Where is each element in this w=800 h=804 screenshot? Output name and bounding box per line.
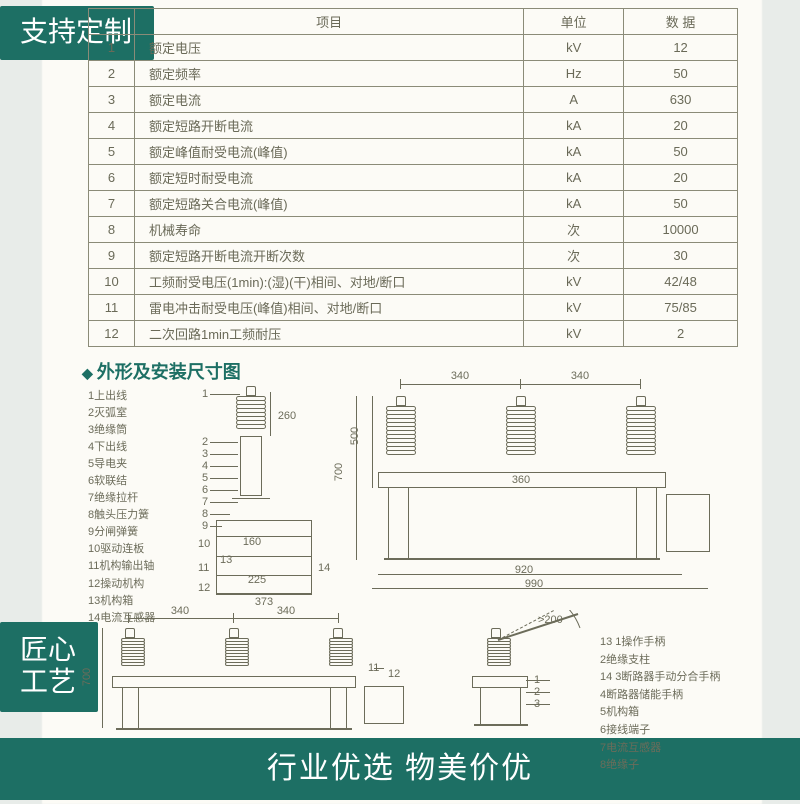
badge-craftsmanship: 匠心 工艺: [0, 622, 98, 712]
legend-item: 6软联结: [88, 473, 184, 490]
table-row: 1额定电压kV12: [89, 35, 738, 61]
legend-item: 1上出线: [88, 388, 184, 405]
col-header-number: [89, 9, 135, 35]
legend-item: 2灭弧室: [88, 405, 184, 422]
table-row: 5额定峰值耐受电流(峰值)kA50: [89, 139, 738, 165]
diagram-area: 1上出线2灭弧室3绝缘筒4下出线5导电夹6软联结7绝缘拉杆8触头压力簧9分闸弹簧…: [88, 382, 740, 746]
section-title-dimensions: 外形及安装尺寸图: [82, 358, 241, 384]
col-header-value: 数 据: [624, 9, 738, 35]
spec-table: 项目 单位 数 据 1额定电压kV122额定频率Hz503额定电流A6304额定…: [88, 8, 738, 347]
table-row: 3额定电流A630: [89, 87, 738, 113]
legend-item: 8触头压力簧: [88, 507, 184, 524]
legend-item: 2绝缘支柱: [600, 652, 740, 670]
table-row: 10工频耐受电压(1min):(湿)(干)相间、对地/断口kV42/48: [89, 269, 738, 295]
legend-item: 3绝缘筒: [88, 422, 184, 439]
legend-item: 9分闸弹簧: [88, 524, 184, 541]
col-header-item: 项目: [134, 9, 523, 35]
table-row: 6额定短时耐受电流kA20: [89, 165, 738, 191]
legend-item: 8绝缘子: [600, 757, 740, 775]
swing-arc-icon: [438, 610, 598, 740]
legend-left: 1上出线2灭弧室3绝缘筒4下出线5导电夹6软联结7绝缘拉杆8触头压力簧9分闸弹簧…: [88, 388, 184, 627]
legend-item: 4下出线: [88, 439, 184, 456]
legend-item: 10驱动连板: [88, 541, 184, 558]
legend-item: 4断路器储能手柄: [600, 687, 740, 705]
table-row: 2额定频率Hz50: [89, 61, 738, 87]
legend-item: 7电流互感器: [600, 740, 740, 758]
table-row: 4额定短路开断电流kA20: [89, 113, 738, 139]
legend-item: 13 1操作手柄: [600, 634, 740, 652]
legend-item: 7绝缘拉杆: [88, 490, 184, 507]
legend-right: 13 1操作手柄2绝缘支柱14 3断路器手动分合手柄4断路器储能手柄5机构箱6接…: [600, 634, 740, 775]
legend-item: 5机构箱: [600, 704, 740, 722]
table-row: 9额定短路开断电流开断次数次30: [89, 243, 738, 269]
legend-item: 12操动机构: [88, 576, 184, 593]
col-header-unit: 单位: [524, 9, 624, 35]
legend-item: 5导电夹: [88, 456, 184, 473]
table-row: 12二次回路1min工频耐压kV2: [89, 321, 738, 347]
table-row: 8机械寿命次10000: [89, 217, 738, 243]
legend-item: 11机构输出轴: [88, 558, 184, 575]
table-row: 7额定短路关合电流(峰值)kA50: [89, 191, 738, 217]
legend-item: 6接线端子: [600, 722, 740, 740]
legend-item: 14 3断路器手动分合手柄: [600, 669, 740, 687]
table-row: 11雷电冲击耐受电压(峰值)相间、对地/断口kV75/85: [89, 295, 738, 321]
